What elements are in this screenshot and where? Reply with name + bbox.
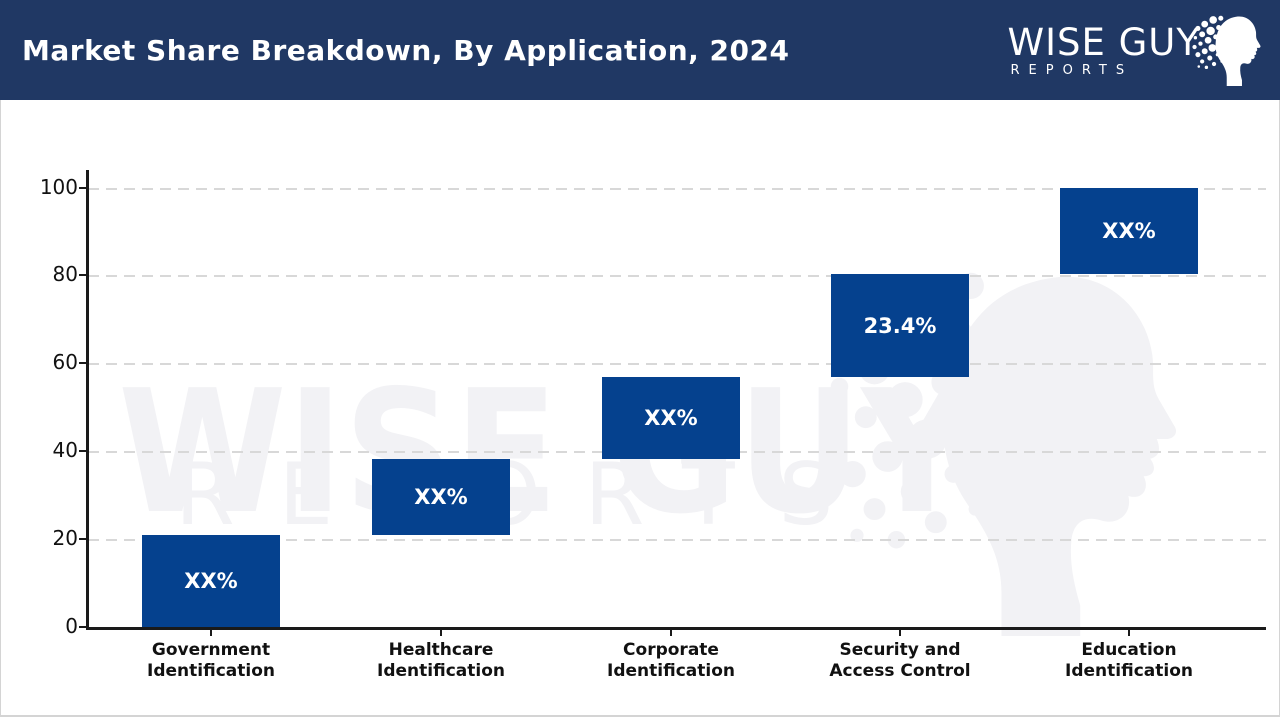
category-label: Corporate Identification [607,640,735,681]
bar-value-label: XX% [184,569,238,594]
bar-value-label: XX% [644,406,698,431]
gridline-80 [88,275,1266,278]
bar-segment[interactable]: XX% [142,535,280,627]
ytick-label-60: 60 [52,350,78,375]
gridline-100 [88,187,1266,190]
ytick-label-80: 80 [52,262,78,287]
ytick-label-20: 20 [52,526,78,551]
category-label: Education Identification [1065,640,1193,681]
y-axis [86,170,89,629]
waterfall-chart: WISE GUY REPORTS 0 20 40 60 80 100 XX% XX% XX% 23… [0,100,1280,720]
bar-segment[interactable]: XX% [372,459,510,536]
bar-segment[interactable]: 23.4% [831,274,969,377]
category-label: Security and Access Control [829,640,971,681]
xtick-mark [440,627,442,636]
gridline-20 [88,539,1266,542]
head-profile-dots-icon [1192,9,1264,91]
ytick-mark-40 [79,450,88,453]
ytick-mark-20 [79,538,88,541]
ytick-label-100: 100 [39,174,78,199]
x-axis [86,627,1266,630]
bottom-divider [0,715,1280,717]
ytick-mark-80 [79,274,88,277]
ytick-label-40: 40 [52,438,78,463]
bar-value-label: XX% [414,485,468,510]
bar-value-label: 23.4% [863,313,937,338]
logo-wordmark: WISE GUY [1007,20,1200,64]
xtick-mark [899,627,901,636]
page-title: Market Share Breakdown, By Application, … [22,33,790,67]
bar-value-label: XX% [1102,218,1156,243]
ytick-label-0: 0 [65,614,78,638]
watermark-subtitle: REPORTS [175,445,878,545]
logo-text: WISE GUY REPORTS [1008,24,1200,77]
ytick-mark-60 [79,362,88,365]
gridline-60 [88,363,1266,366]
category-label: Healthcare Identification [377,640,505,681]
xtick-mark [1128,627,1130,636]
ytick-mark-100 [79,186,88,189]
xtick-mark [210,627,212,636]
bar-segment[interactable]: XX% [602,376,740,460]
ytick-mark-0 [79,626,88,628]
wise-guy-logo: WISE GUY REPORTS [1008,8,1264,92]
left-border [0,100,1,716]
category-label: Government Identification [147,640,275,681]
xtick-mark [670,627,672,636]
logo-subtitle: REPORTS [1010,62,1134,78]
bar-segment[interactable]: XX% [1060,187,1198,275]
chart-header: Market Share Breakdown, By Application, … [0,0,1280,100]
